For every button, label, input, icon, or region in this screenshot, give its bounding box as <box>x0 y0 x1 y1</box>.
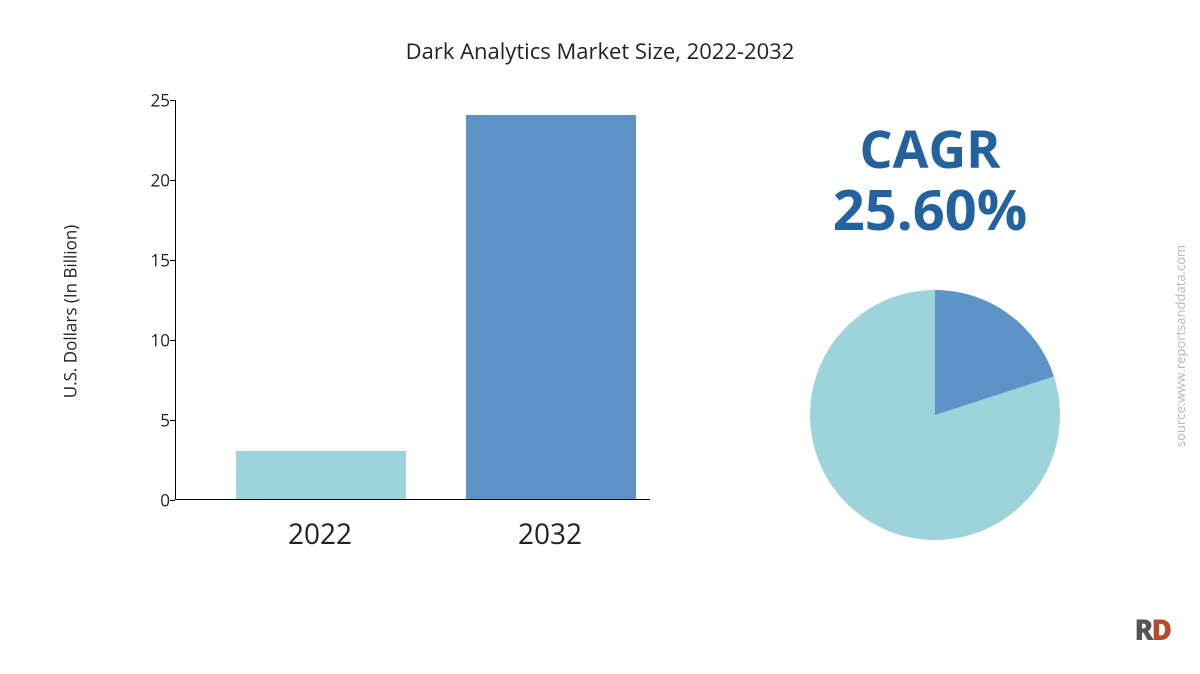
ytick-label: 5 <box>120 409 170 432</box>
ytick-label: 15 <box>120 249 170 272</box>
ytick-mark <box>170 180 175 181</box>
source-attribution: source:www.reportsanddata.com <box>1171 245 1189 447</box>
ytick-label: 0 <box>120 489 170 512</box>
brand-logo: RD <box>1134 611 1170 649</box>
bar-2022 <box>236 451 406 499</box>
xtick-label: 2032 <box>518 515 582 553</box>
ytick-label: 25 <box>120 89 170 112</box>
chart-title: Dark Analytics Market Size, 2022-2032 <box>406 36 795 66</box>
ytick-label: 10 <box>120 329 170 352</box>
ytick-mark <box>170 420 175 421</box>
ytick-mark <box>170 260 175 261</box>
bar-chart: U.S. Dollars (In Billion) 0510152025 202… <box>120 100 650 540</box>
cagr-block: CAGR 25.60% <box>740 120 1120 242</box>
pie-chart <box>810 290 1060 540</box>
y-axis-label: U.S. Dollars (In Billion) <box>59 225 82 399</box>
logo-letter-r: R <box>1134 611 1151 649</box>
bar-2032 <box>466 115 636 499</box>
plot-area <box>175 100 650 500</box>
pie-slice-group <box>810 290 1060 540</box>
logo-letter-d: D <box>1151 611 1170 649</box>
cagr-label: CAGR <box>740 120 1120 177</box>
xtick-label: 2022 <box>288 515 352 553</box>
ytick-mark <box>170 100 175 101</box>
ytick-label: 20 <box>120 169 170 192</box>
cagr-value: 25.60% <box>740 177 1120 241</box>
ytick-mark <box>170 340 175 341</box>
ytick-mark <box>170 500 175 501</box>
